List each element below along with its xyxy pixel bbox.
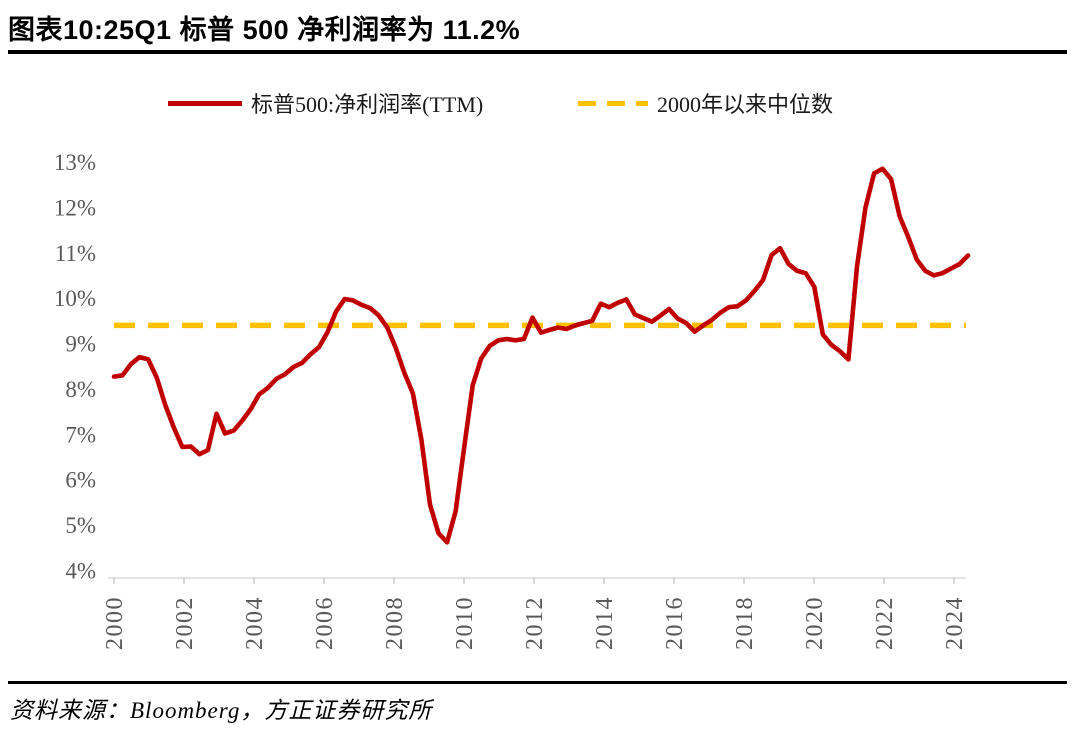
source-note: 资料来源：Bloomberg，方正证券研究所 (10, 698, 433, 723)
x-tick-label: 2002 (172, 596, 198, 650)
x-tick-label: 2010 (452, 596, 478, 650)
title-underline (8, 50, 1067, 54)
y-tick-label: 12% (54, 195, 96, 220)
legend-median-label: 2000年以来中位数 (657, 92, 834, 117)
x-tick-label: 2022 (872, 596, 898, 650)
y-tick-label: 5% (65, 513, 96, 538)
y-tick-label: 4% (65, 558, 96, 583)
x-tick-label: 2006 (312, 596, 338, 650)
y-tick-label: 7% (65, 422, 96, 447)
x-tick-label: 2014 (592, 596, 618, 650)
y-tick-label: 11% (55, 241, 96, 266)
median-dash-swatch-icon (578, 100, 648, 106)
x-tick-label: 2020 (802, 596, 828, 650)
series-line-swatch-icon (168, 100, 242, 106)
y-tick-label: 6% (65, 468, 96, 493)
footer-divider (8, 681, 1067, 684)
x-tick-label: 2004 (242, 596, 268, 650)
y-tick-label: 10% (54, 286, 96, 311)
legend-series-label: 标普500:净利润率(TTM) (251, 92, 484, 117)
x-tick-label: 2018 (732, 596, 758, 650)
chart-legend: 标普500:净利润率(TTM) 2000年以来中位数 (0, 90, 1080, 117)
chart-title: 图表10:25Q1 标普 500 净利润率为 11.2% (8, 15, 521, 45)
y-tick-label: 8% (65, 377, 96, 402)
x-tick-label: 2000 (102, 596, 128, 650)
y-tick-label: 9% (65, 332, 96, 357)
legend-item-series: 标普500:净利润率(TTM) (168, 90, 484, 117)
x-tick-label: 2016 (662, 596, 688, 650)
y-tick-label: 13% (54, 150, 96, 175)
x-tick-label: 2024 (942, 596, 968, 650)
x-tick-label: 2008 (382, 596, 408, 650)
series-line (111, 166, 971, 545)
x-tick-label: 2012 (522, 596, 548, 650)
legend-item-median: 2000年以来中位数 (578, 90, 834, 117)
